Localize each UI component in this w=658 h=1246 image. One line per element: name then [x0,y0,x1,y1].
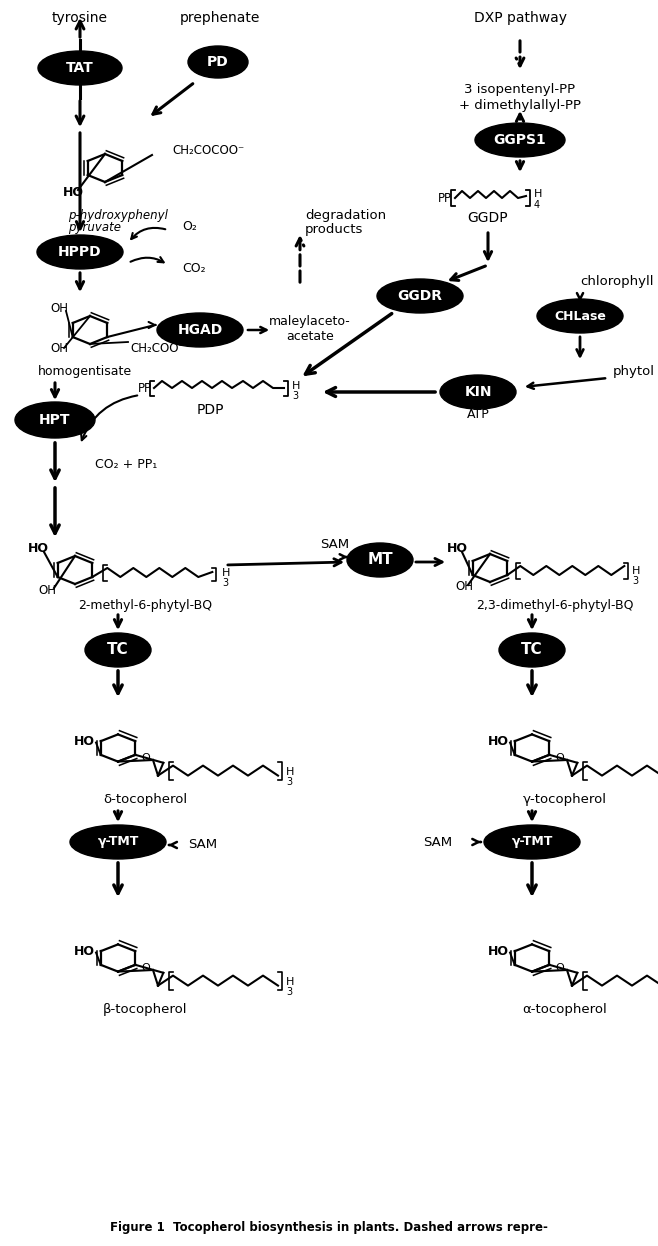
Text: GGPS1: GGPS1 [494,133,546,147]
Text: SAM: SAM [320,538,349,552]
Text: CH₂COCOO⁻: CH₂COCOO⁻ [172,143,244,157]
Text: tyrosine: tyrosine [52,11,108,25]
Text: O: O [555,963,565,973]
Ellipse shape [15,402,95,439]
Text: HO: HO [488,944,509,958]
Text: CHLase: CHLase [554,309,606,323]
Text: O₂: O₂ [182,221,197,233]
Text: PP: PP [138,381,152,395]
Text: HPPD: HPPD [58,245,102,259]
Text: H: H [292,381,300,391]
Text: HO: HO [74,944,95,958]
Text: Figure 1  Tocopherol biosynthesis in plants. Dashed arrows repre-: Figure 1 Tocopherol biosynthesis in plan… [110,1221,548,1235]
Text: 3: 3 [286,776,292,786]
Text: PP: PP [438,192,452,204]
Text: SAM: SAM [423,836,452,849]
Text: H: H [286,766,294,776]
Text: γ-tocopherol: γ-tocopherol [523,794,607,806]
Text: δ-tocopherol: δ-tocopherol [103,794,187,806]
Text: HPT: HPT [39,412,71,427]
Text: homogentisate: homogentisate [38,365,132,379]
Text: O: O [141,753,151,763]
Text: H: H [632,566,641,576]
Text: 3: 3 [286,987,292,997]
Text: pyruvate: pyruvate [68,222,121,234]
Text: HO: HO [488,735,509,748]
Text: phytol: phytol [613,365,655,379]
Text: KIN: KIN [465,385,492,399]
Text: maleylaceto-: maleylaceto- [269,315,351,329]
Text: degradation: degradation [305,208,386,222]
Ellipse shape [347,543,413,577]
Ellipse shape [484,825,580,858]
Text: 2-methyl-6-phytyl-BQ: 2-methyl-6-phytyl-BQ [78,598,212,612]
Ellipse shape [70,825,166,858]
Text: O: O [555,753,565,763]
Ellipse shape [537,299,623,333]
Text: PD: PD [207,55,229,69]
Text: H: H [534,189,542,199]
Text: prephenate: prephenate [180,11,260,25]
Ellipse shape [157,313,243,346]
Text: TAT: TAT [66,61,94,75]
Text: chlorophyll: chlorophyll [580,275,653,289]
Text: OH: OH [50,302,68,314]
Text: H: H [222,568,231,578]
Text: HO: HO [63,187,84,199]
Text: 3: 3 [222,578,228,588]
Ellipse shape [499,633,565,667]
Text: HO: HO [447,542,468,554]
Ellipse shape [440,375,516,409]
Text: CH₂COO⁻: CH₂COO⁻ [130,341,185,355]
Text: 2,3-dimethyl-6-phytyl-BQ: 2,3-dimethyl-6-phytyl-BQ [476,599,634,613]
Ellipse shape [37,235,123,269]
Text: + dimethylallyl-PP: + dimethylallyl-PP [459,98,581,111]
Text: HGAD: HGAD [178,323,222,336]
Text: TC: TC [521,643,543,658]
Text: CO₂: CO₂ [182,262,205,274]
Text: α-tocopherol: α-tocopherol [522,1003,607,1017]
Text: 3: 3 [632,576,638,586]
Text: acetate: acetate [286,329,334,343]
Text: 4: 4 [534,201,540,211]
Text: SAM: SAM [188,839,217,851]
Text: H: H [286,977,294,987]
Text: DXP pathway: DXP pathway [474,11,567,25]
Text: PDP: PDP [196,402,224,417]
Text: HO: HO [74,735,95,748]
Ellipse shape [475,123,565,157]
Text: β-tocopherol: β-tocopherol [103,1003,188,1017]
Ellipse shape [188,46,248,78]
Text: p-hydroxyphenyl: p-hydroxyphenyl [68,208,168,222]
Ellipse shape [38,51,122,85]
Text: ATP: ATP [467,409,490,421]
Text: CO₂ + PP₁: CO₂ + PP₁ [95,459,157,471]
Text: MT: MT [367,552,393,567]
Text: γ-TMT: γ-TMT [511,836,553,849]
Text: OH: OH [50,341,68,355]
Text: OH: OH [455,581,473,593]
Text: 3 isopentenyl-PP: 3 isopentenyl-PP [465,83,576,96]
Text: TC: TC [107,643,129,658]
Text: GGDP: GGDP [468,211,509,226]
Text: GGDR: GGDR [397,289,442,303]
Text: O: O [141,963,151,973]
Text: OH: OH [38,583,56,597]
Text: products: products [305,223,363,235]
Text: HO: HO [28,542,49,554]
Ellipse shape [85,633,151,667]
Ellipse shape [377,279,463,313]
Text: 3: 3 [292,391,298,401]
Text: γ-TMT: γ-TMT [97,836,139,849]
